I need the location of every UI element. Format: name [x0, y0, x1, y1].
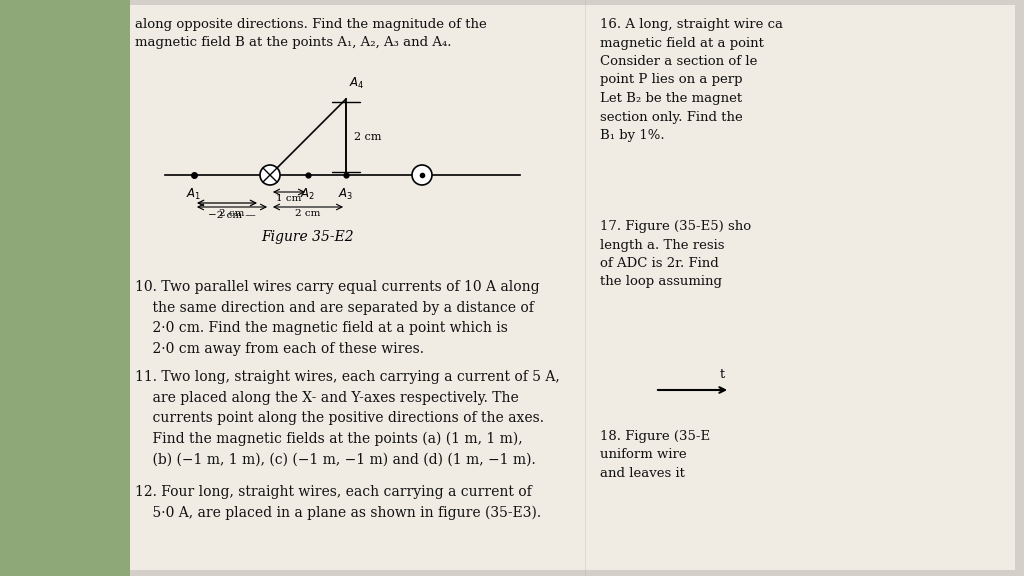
- Text: −2 cm —: −2 cm —: [208, 211, 256, 220]
- Text: t: t: [720, 368, 725, 381]
- Text: $A_1$: $A_1$: [186, 187, 202, 202]
- Text: $A_4$: $A_4$: [349, 76, 365, 91]
- Circle shape: [412, 165, 432, 185]
- Text: along opposite directions. Find the magnitude of the
magnetic field B at the poi: along opposite directions. Find the magn…: [135, 18, 486, 49]
- Text: 18. Figure (35-E
uniform wire
and leaves it: 18. Figure (35-E uniform wire and leaves…: [600, 430, 710, 480]
- Text: 2 cm: 2 cm: [295, 209, 321, 218]
- Text: 12. Four long, straight wires, each carrying a current of
    5·0 A, are placed : 12. Four long, straight wires, each carr…: [135, 485, 541, 520]
- Circle shape: [260, 165, 280, 185]
- Text: 1 cm: 1 cm: [276, 194, 302, 203]
- Text: $A_3$: $A_3$: [338, 187, 353, 202]
- FancyBboxPatch shape: [10, 5, 1015, 570]
- FancyBboxPatch shape: [0, 0, 130, 576]
- Text: 10. Two parallel wires carry equal currents of 10 A along
    the same direction: 10. Two parallel wires carry equal curre…: [135, 280, 540, 356]
- Text: Figure 35-E2: Figure 35-E2: [262, 230, 354, 244]
- Text: 2 cm: 2 cm: [354, 132, 382, 142]
- Text: 17. Figure (35-E5) sho
length a. The resis
of ADC is 2r. Find
the loop assuming: 17. Figure (35-E5) sho length a. The res…: [600, 220, 752, 289]
- Text: 16. A long, straight wire ca
magnetic field at a point
Consider a section of le
: 16. A long, straight wire ca magnetic fi…: [600, 18, 783, 142]
- Text: $A_2$: $A_2$: [300, 187, 315, 202]
- Text: 2 cm: 2 cm: [219, 209, 245, 218]
- Text: 11. Two long, straight wires, each carrying a current of 5 A,
    are placed alo: 11. Two long, straight wires, each carry…: [135, 370, 560, 467]
